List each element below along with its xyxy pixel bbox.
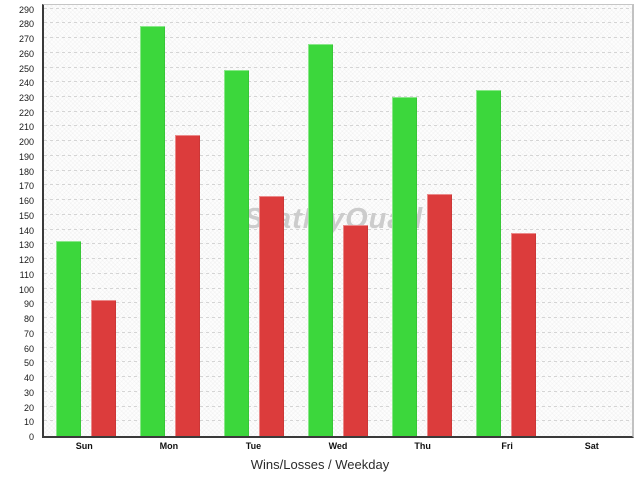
x-tick-label-sun: Sun [75, 441, 93, 451]
gridline [44, 317, 632, 319]
y-tick-label: 130 [18, 240, 34, 251]
bars-layer [44, 5, 632, 436]
y-tick-label: 90 [23, 299, 34, 310]
bar-losses-mon [175, 135, 200, 436]
gridline [44, 7, 632, 9]
gridline [44, 243, 632, 245]
x-tick-label-fri: Fri [501, 441, 513, 451]
gridline [44, 22, 632, 24]
y-tick-label: 100 [18, 284, 34, 295]
gridline [44, 287, 632, 289]
y-tick-label: 40 [23, 373, 34, 384]
bar-wins-thu [392, 96, 417, 436]
gridline [44, 228, 632, 230]
y-tick-label: 180 [18, 166, 34, 177]
y-tick-label: 160 [18, 196, 34, 207]
bar-losses-wed [343, 225, 368, 436]
x-axis-labels: Sun Mon Tue Wed Thu Fri Sat [42, 441, 634, 455]
gridline [44, 361, 632, 363]
gridline [44, 405, 632, 407]
y-tick-label: 60 [23, 343, 34, 354]
y-tick-label: 190 [18, 151, 34, 162]
y-tick-label: 0 [28, 432, 34, 442]
bar-losses-sun [91, 300, 116, 436]
gridline [44, 331, 632, 333]
y-tick-label: 270 [18, 34, 34, 45]
y-tick-label: 200 [18, 137, 34, 148]
y-tick-label: 230 [18, 92, 34, 103]
day-slot-thu [380, 5, 464, 436]
gridline [44, 154, 632, 156]
day-slot-fri [464, 5, 548, 436]
gridline [44, 302, 632, 304]
day-slot-tue [212, 5, 296, 436]
y-tick-label: 140 [18, 225, 34, 236]
y-tick-label: 250 [18, 63, 34, 74]
gridline [44, 110, 632, 112]
y-tick-label: 280 [18, 19, 34, 30]
bar-wins-mon [140, 26, 165, 436]
x-axis-title: Wins/Losses / Weekday [250, 457, 390, 472]
y-tick-label: 150 [18, 210, 34, 221]
x-tick-label-tue: Tue [245, 441, 262, 451]
y-tick-label: 210 [18, 122, 34, 133]
gridline [44, 169, 632, 171]
y-tick-label: 170 [18, 181, 34, 192]
y-tick-label: 20 [23, 402, 34, 413]
gridline [44, 272, 632, 274]
gridline [44, 346, 632, 348]
y-tick-label: 220 [18, 107, 34, 118]
plot-area: StatMyQuad [42, 4, 634, 438]
gridline [44, 37, 632, 39]
gridline [44, 184, 632, 186]
gridline [44, 81, 632, 83]
bar-losses-fri [511, 232, 536, 436]
gridline [44, 51, 632, 53]
x-tick-label-thu: Thu [414, 441, 431, 451]
gridline [44, 125, 632, 127]
gridline [44, 390, 632, 392]
x-tick-label-mon: Mon [159, 441, 179, 451]
y-tick-label: 240 [18, 78, 34, 89]
bar-wins-fri [476, 89, 501, 436]
gridline [44, 95, 632, 97]
x-tick-label-sat: Sat [584, 441, 599, 451]
day-slot-mon [128, 5, 212, 436]
y-tick-label: 290 [18, 4, 34, 15]
day-slot-sat [548, 5, 632, 436]
y-tick-label: 260 [18, 48, 34, 59]
gridline [44, 376, 632, 378]
y-tick-label: 10 [23, 417, 34, 428]
y-tick-label: 50 [23, 358, 34, 369]
y-tick-label: 120 [18, 255, 34, 266]
gridline [44, 140, 632, 142]
bar-wins-tue [224, 70, 249, 436]
day-slot-wed [296, 5, 380, 436]
bar-losses-tue [259, 195, 284, 436]
gridline [44, 420, 632, 422]
gridline [44, 213, 632, 215]
y-tick-label: 30 [23, 387, 34, 398]
y-tick-label: 110 [19, 269, 34, 280]
gridline [44, 66, 632, 68]
x-tick-label-wed: Wed [328, 441, 348, 451]
day-slot-sun [44, 5, 128, 436]
bar-wins-sun [56, 241, 81, 436]
bar-losses-thu [427, 194, 452, 436]
bar-wins-wed [308, 43, 333, 436]
gridline [44, 199, 632, 201]
y-tick-label: 70 [23, 328, 34, 339]
gridline [44, 258, 632, 260]
y-axis-labels: 0 10 20 30 40 50 60 70 80 90 100 110 120 130 140 150 160… [0, 4, 38, 441]
y-tick-label: 80 [23, 314, 34, 325]
